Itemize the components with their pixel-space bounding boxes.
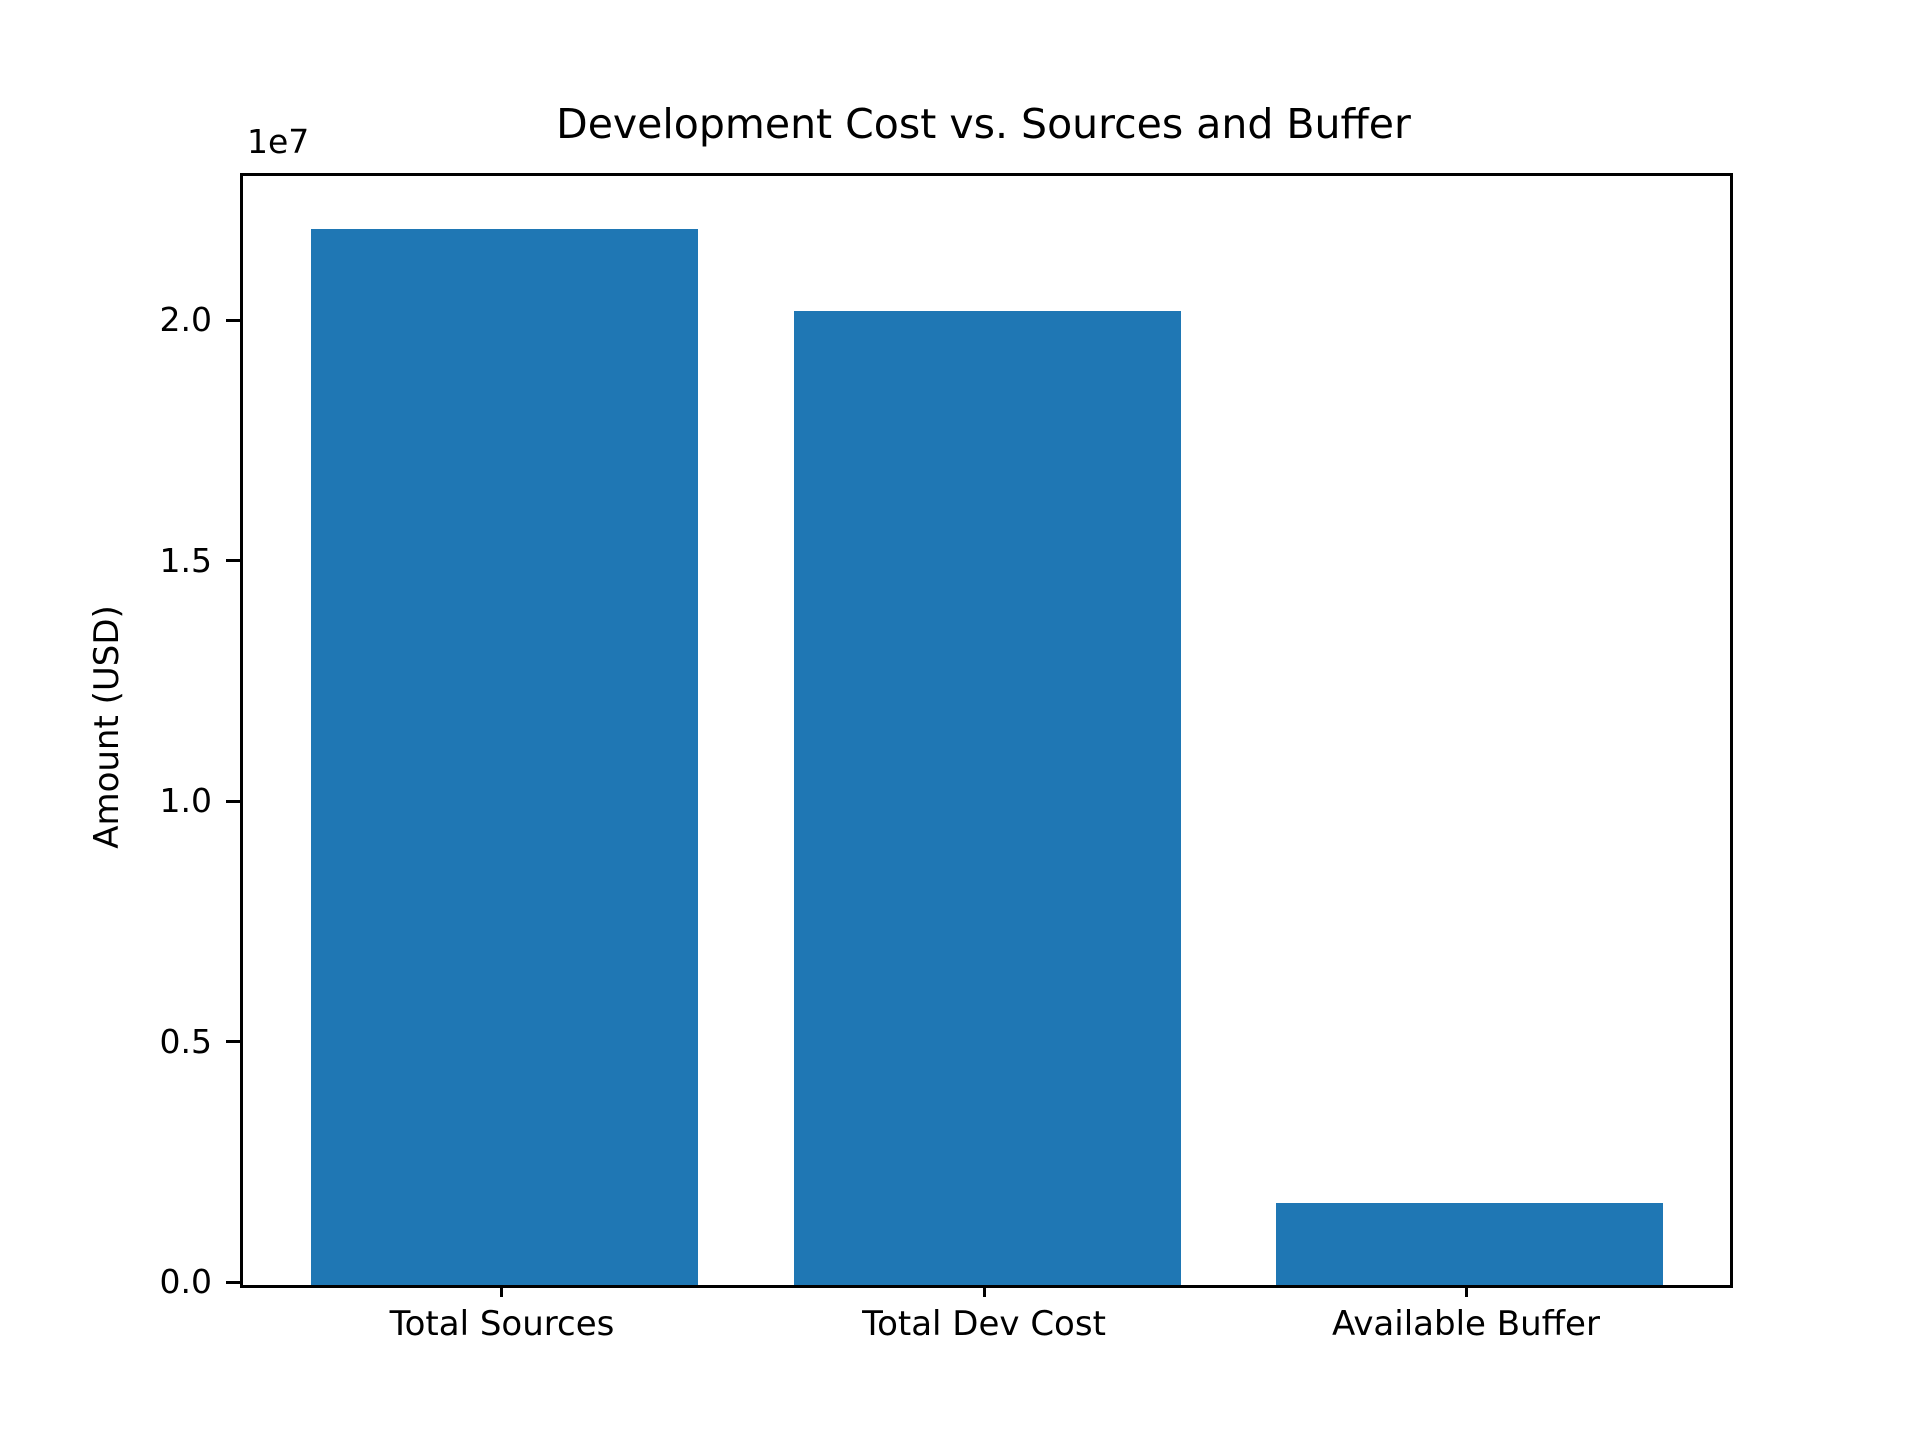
y-tick-mark (226, 1281, 240, 1284)
y-tick-label: 1.0 (159, 781, 212, 820)
y-tick-mark (226, 319, 240, 322)
bar-total-sources (311, 228, 698, 1285)
plot-area (240, 173, 1733, 1288)
chart-title: Development Cost vs. Sources and Buffer (556, 100, 1411, 148)
x-tick-label-available-buffer: Available Buffer (1332, 1304, 1600, 1344)
y-tick-label: 0.0 (159, 1262, 212, 1301)
x-tick-label-total-dev-cost: Total Dev Cost (862, 1304, 1106, 1344)
x-tick-label-total-sources: Total Sources (389, 1304, 615, 1344)
x-tick-mark (500, 1285, 503, 1297)
y-tick-mark (226, 1040, 240, 1043)
y-tick-mark (226, 559, 240, 562)
y-tick-label: 2.0 (159, 300, 212, 339)
x-tick-mark (1465, 1285, 1468, 1297)
x-tick-mark (983, 1285, 986, 1297)
bar-total-dev-cost (794, 310, 1181, 1285)
bar-available-buffer (1276, 1203, 1663, 1285)
y-tick-mark (226, 800, 240, 803)
y-tick-label: 0.5 (159, 1022, 212, 1061)
y-axis-offset-label: 1e7 (247, 122, 310, 161)
y-tick-label: 1.5 (159, 541, 212, 580)
